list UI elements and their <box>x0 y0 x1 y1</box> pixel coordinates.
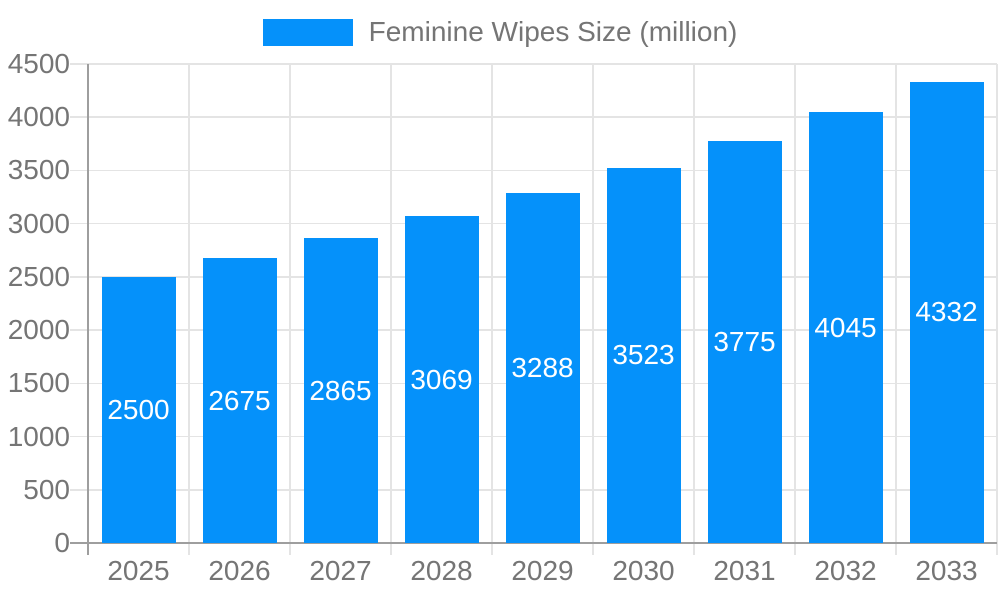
x-tick-label: 2028 <box>410 555 473 586</box>
x-tick-label: 2031 <box>713 555 776 586</box>
v-gridline <box>491 64 493 555</box>
x-tick-label: 2026 <box>208 555 271 586</box>
v-gridline <box>390 64 392 555</box>
y-tick-label: 2000 <box>7 314 70 346</box>
y-axis-line <box>87 64 89 555</box>
v-gridline <box>895 64 897 555</box>
v-gridline <box>188 64 190 555</box>
y-tick-label: 1000 <box>7 420 70 452</box>
bar-value-label: 3523 <box>612 339 675 371</box>
bar-2025: 2500 <box>101 276 176 543</box>
x-tick-label: 2030 <box>612 555 675 586</box>
bar-2032: 4045 <box>808 112 883 543</box>
legend-label: Feminine Wipes Size (million) <box>368 16 738 47</box>
bar-value-label: 4045 <box>814 311 877 343</box>
chart-legend: Feminine Wipes Size (million) <box>0 17 1000 47</box>
bar-2027: 2865 <box>303 238 378 543</box>
legend-color-swatch <box>262 18 353 46</box>
h-gridline <box>70 116 997 118</box>
y-tick-label: 3000 <box>7 207 70 239</box>
v-gridline <box>289 64 291 555</box>
v-gridline <box>592 64 594 555</box>
v-gridline <box>794 64 796 555</box>
bar-2031: 3775 <box>707 141 782 543</box>
y-tick-label: 500 <box>23 473 70 505</box>
x-tick-label: 2033 <box>915 555 978 586</box>
y-tick-label: 4000 <box>7 101 70 133</box>
bar-value-label: 2500 <box>107 393 170 425</box>
x-tick-label: 2025 <box>107 555 170 586</box>
bar-2029: 3288 <box>505 193 580 543</box>
bar-value-label: 3775 <box>713 326 776 358</box>
h-gridline <box>70 169 997 172</box>
v-gridline <box>693 64 695 555</box>
x-tick-label: 2029 <box>511 555 574 586</box>
bar-2030: 3523 <box>606 167 681 543</box>
bar-value-label: 4332 <box>915 296 978 328</box>
plot-area: 2500 2675 2865 3069 3288 3523 3775 4045 4332 <box>70 63 998 555</box>
y-tick-label: 4500 <box>7 48 70 79</box>
bar-value-label: 2675 <box>208 384 271 416</box>
bar-value-label: 3288 <box>511 351 574 383</box>
bar-2033: 4332 <box>909 81 984 543</box>
y-tick-label: 0 <box>54 527 70 558</box>
h-gridline <box>70 63 997 65</box>
bar-2026: 2675 <box>202 258 277 543</box>
v-gridline <box>996 64 998 555</box>
x-tick-label: 2027 <box>309 555 372 586</box>
y-tick-label: 3500 <box>7 154 70 186</box>
bar-value-label: 3069 <box>410 363 473 395</box>
x-tick-label: 2032 <box>814 555 877 586</box>
y-tick-label: 1500 <box>7 367 70 399</box>
bar-2028: 3069 <box>404 216 479 543</box>
bar-value-label: 2865 <box>309 374 372 406</box>
y-tick-label: 2500 <box>7 260 70 292</box>
